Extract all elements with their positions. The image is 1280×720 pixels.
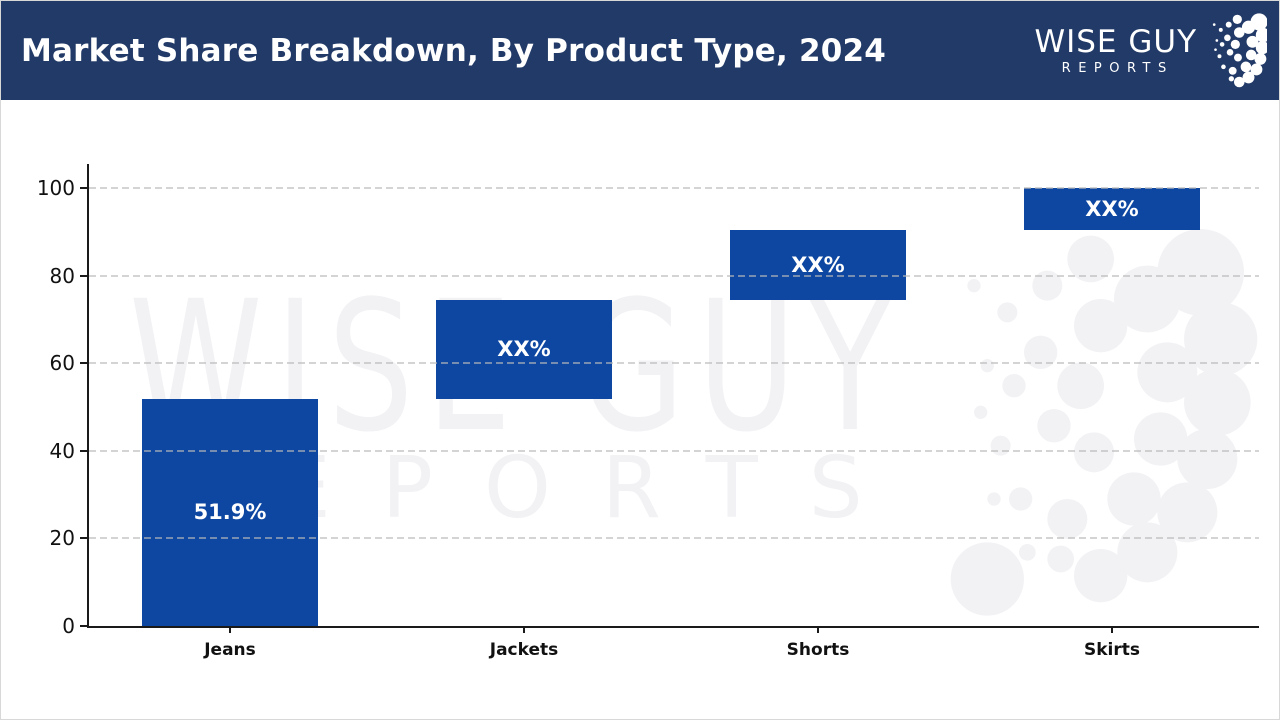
bar-value-label-skirts: XX%	[1085, 196, 1139, 221]
y-tick-80	[80, 274, 87, 277]
x-tick-label-skirts: Skirts	[1083, 640, 1141, 660]
bar-skirts	[1024, 187, 1200, 230]
x-tick-label-jackets: Jackets	[489, 640, 559, 660]
y-tick-label-20: 20	[49, 526, 75, 551]
brand-dotted-head-icon	[1212, 12, 1267, 87]
brand-logo: WISE GUY REPORTS	[1034, 11, 1279, 91]
brand-logo-text: WISE GUY REPORTS	[1034, 23, 1197, 76]
bar-shorts	[730, 229, 906, 300]
watermark-dotted-head-icon	[950, 229, 1258, 616]
gridline-100	[89, 186, 1259, 189]
x-tick-label-jeans: Jeans	[204, 640, 256, 660]
y-tick-20	[80, 537, 87, 540]
x-tick-skirts	[1111, 626, 1113, 633]
header-banner: Market Share Breakdown, By Product Type,…	[1, 1, 1279, 100]
y-axis-line	[87, 164, 89, 628]
y-tick-label-60: 60	[49, 351, 75, 376]
x-tick-shorts	[817, 626, 819, 633]
y-tick-60	[80, 362, 87, 365]
bar-jackets	[436, 299, 612, 399]
x-tick-jeans	[229, 626, 231, 633]
y-tick-label-40: 40	[49, 438, 75, 463]
x-tick-label-shorts: Shorts	[786, 640, 850, 660]
y-tick-0	[80, 625, 87, 627]
gridline-60	[89, 362, 1259, 365]
gridline-40	[89, 449, 1259, 452]
brand-sub-label: REPORTS	[1061, 60, 1174, 76]
y-tick-label-80: 80	[49, 263, 75, 288]
brand-name-label: WISE GUY	[1034, 23, 1197, 60]
y-tick-40	[80, 449, 87, 452]
bar-value-label-shorts: XX%	[791, 252, 845, 277]
y-tick-100	[80, 186, 87, 189]
x-axis-line	[87, 626, 1259, 628]
gridline-20	[89, 537, 1259, 540]
y-tick-label-100: 100	[36, 175, 75, 200]
bar-value-label-jackets: XX%	[497, 337, 551, 362]
y-tick-label-0: 0	[62, 614, 75, 638]
bar-jeans	[142, 398, 318, 626]
bar-value-label-jeans: 51.9%	[193, 500, 267, 525]
page-title: Market Share Breakdown, By Product Type,…	[21, 32, 887, 69]
gridline-80	[89, 274, 1259, 277]
x-tick-jackets	[523, 626, 525, 633]
